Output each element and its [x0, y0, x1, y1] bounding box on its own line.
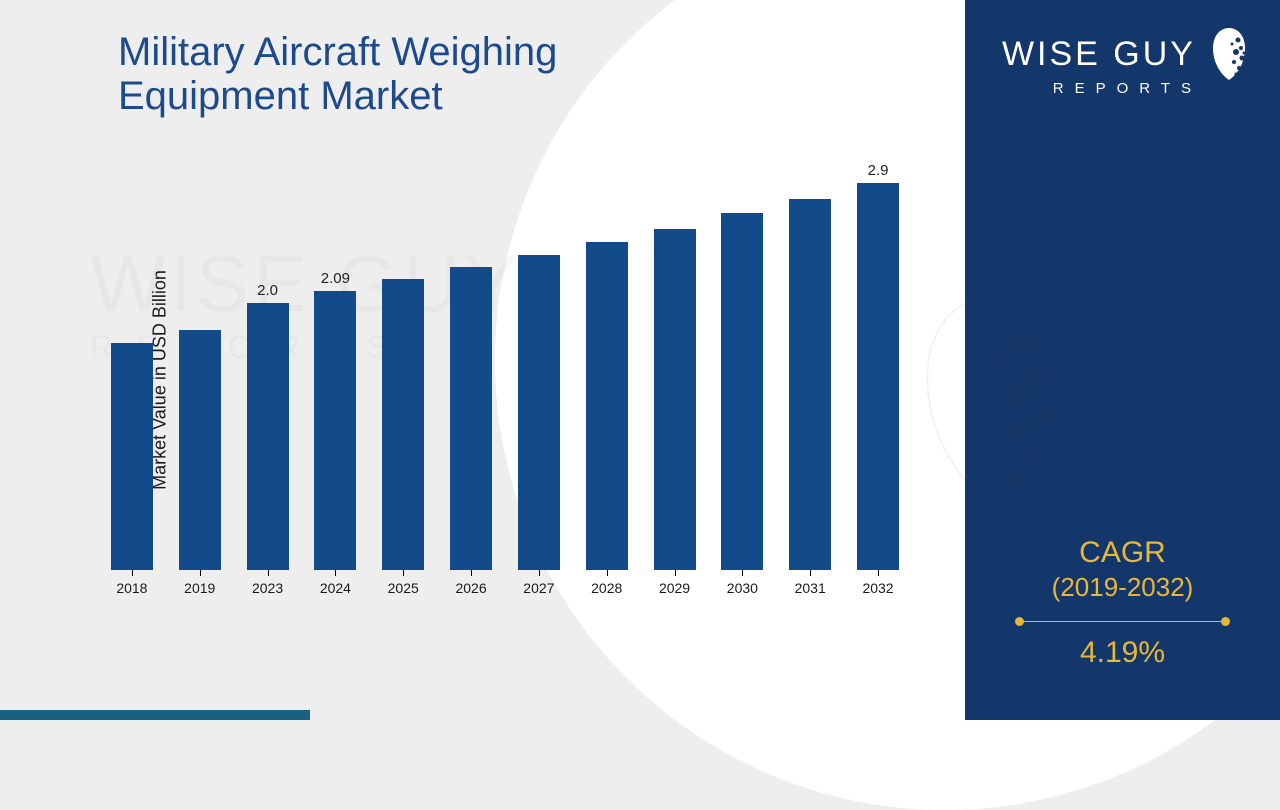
bar: [857, 183, 899, 570]
bar-group: 2.02023: [237, 170, 299, 570]
bar-value-label: 2.09: [321, 270, 350, 287]
x-tick: [810, 570, 811, 576]
bar-value-label: 2.9: [868, 162, 889, 179]
bar: [450, 267, 492, 570]
bar-wrap: 2.9: [857, 170, 899, 570]
bar-wrap: [382, 170, 424, 570]
x-axis-label: 2032: [862, 580, 893, 596]
bar-chart: Market Value in USD Billion 201820192.02…: [60, 150, 910, 610]
bar-group: 2028: [576, 170, 638, 570]
x-axis-label: 2019: [184, 580, 215, 596]
bar-wrap: [179, 170, 221, 570]
x-tick: [335, 570, 336, 576]
bar: [314, 291, 356, 570]
x-tick: [471, 570, 472, 576]
bar: [179, 330, 221, 570]
x-tick: [675, 570, 676, 576]
bottom-accent-bar: [0, 710, 310, 720]
bar-group: 2018: [101, 170, 163, 570]
x-axis-label: 2024: [320, 580, 351, 596]
bar-wrap: [721, 170, 763, 570]
x-axis-label: 2031: [795, 580, 826, 596]
bar-group: 2030: [711, 170, 773, 570]
bar: [382, 279, 424, 570]
x-tick: [403, 570, 404, 576]
bar-wrap: [111, 170, 153, 570]
x-tick: [200, 570, 201, 576]
x-axis-label: 2025: [388, 580, 419, 596]
logo-head-icon: [1206, 26, 1252, 82]
bar-group: 2019: [169, 170, 231, 570]
bar: [586, 242, 628, 570]
bar-value-label: 2.0: [257, 282, 278, 299]
bar-group: 2.092024: [304, 170, 366, 570]
chart-title: Military Aircraft Weighing Equipment Mar…: [118, 30, 678, 118]
bar-group: 2.92032: [847, 170, 909, 570]
x-axis-label: 2030: [727, 580, 758, 596]
cagr-value: 4.19%: [995, 636, 1250, 670]
x-axis-label: 2023: [252, 580, 283, 596]
bar-wrap: 2.09: [314, 170, 356, 570]
bar-group: 2026: [440, 170, 502, 570]
cagr-label: CAGR: [995, 536, 1250, 570]
bar-group: 2027: [508, 170, 570, 570]
x-axis-label: 2026: [455, 580, 486, 596]
main-area: WISE GUY REPORTS Military Aircraft Weigh…: [0, 0, 965, 720]
x-tick: [539, 570, 540, 576]
x-tick: [742, 570, 743, 576]
x-axis-label: 2029: [659, 580, 690, 596]
cagr-box: CAGR (2019-2032) 4.19%: [995, 536, 1250, 670]
logo-text-main: WISE GUY: [1002, 35, 1196, 74]
cagr-period: (2019-2032): [995, 572, 1250, 603]
bar: [111, 343, 153, 570]
bar: [654, 229, 696, 570]
bar: [518, 255, 560, 570]
x-tick: [132, 570, 133, 576]
bar-group: 2029: [644, 170, 706, 570]
bar-group: 2025: [372, 170, 434, 570]
x-axis-label: 2018: [116, 580, 147, 596]
x-axis-label: 2027: [523, 580, 554, 596]
bar-wrap: [518, 170, 560, 570]
plot-area: 201820192.020232.09202420252026202720282…: [100, 170, 910, 570]
cagr-divider: [1019, 621, 1226, 622]
x-tick: [607, 570, 608, 576]
bar-wrap: [586, 170, 628, 570]
bar: [721, 213, 763, 570]
bar-wrap: [654, 170, 696, 570]
bar: [247, 303, 289, 570]
bar-group: 2031: [779, 170, 841, 570]
logo-text-sub: REPORTS: [1002, 80, 1202, 97]
bar: [789, 199, 831, 570]
bar-wrap: [789, 170, 831, 570]
x-tick: [268, 570, 269, 576]
x-axis-label: 2028: [591, 580, 622, 596]
bar-wrap: [450, 170, 492, 570]
bar-wrap: 2.0: [247, 170, 289, 570]
x-tick: [878, 570, 879, 576]
brand-logo: WISE GUY REPORTS: [1002, 26, 1252, 97]
